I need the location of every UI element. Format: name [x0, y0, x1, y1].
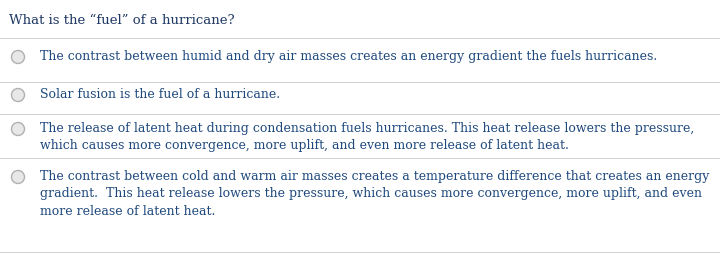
Ellipse shape: [12, 50, 24, 63]
Ellipse shape: [12, 122, 24, 135]
Ellipse shape: [12, 171, 24, 183]
Ellipse shape: [12, 88, 24, 101]
Text: What is the “fuel” of a hurricane?: What is the “fuel” of a hurricane?: [9, 14, 234, 27]
Text: The contrast between cold and warm air masses creates a temperature difference t: The contrast between cold and warm air m…: [40, 170, 709, 218]
Text: The contrast between humid and dry air masses creates an energy gradient the fue: The contrast between humid and dry air m…: [40, 50, 657, 63]
Text: The release of latent heat during condensation fuels hurricanes. This heat relea: The release of latent heat during conden…: [40, 122, 694, 153]
Text: Solar fusion is the fuel of a hurricane.: Solar fusion is the fuel of a hurricane.: [40, 88, 280, 101]
